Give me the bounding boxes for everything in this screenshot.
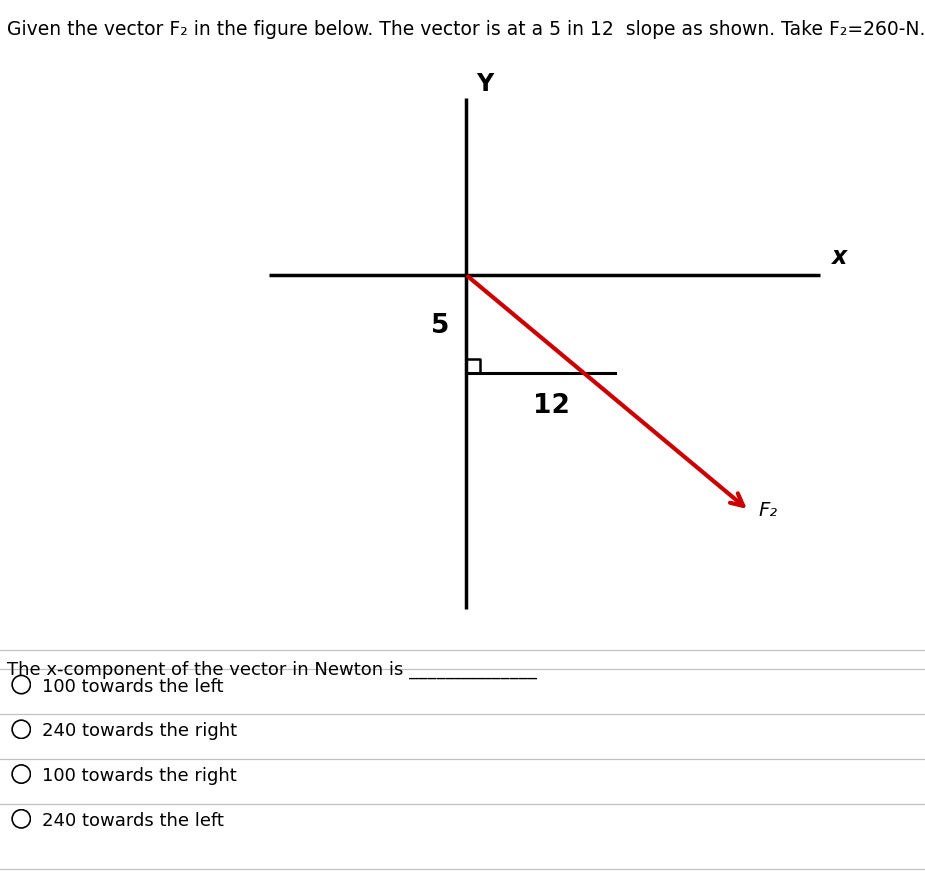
Text: The x-component of the vector in Newton is ______________: The x-component of the vector in Newton … xyxy=(7,660,537,678)
Text: x: x xyxy=(832,245,846,269)
Text: Given the vector F₂ in the figure below. The vector is at a 5 in 12  slope as sh: Given the vector F₂ in the figure below.… xyxy=(7,20,925,38)
Text: 100 towards the left: 100 towards the left xyxy=(42,677,223,695)
Text: 240 towards the left: 240 towards the left xyxy=(42,811,224,829)
Text: F₂: F₂ xyxy=(758,500,778,519)
Text: 5: 5 xyxy=(431,312,449,339)
Text: 100 towards the right: 100 towards the right xyxy=(42,766,237,784)
Text: 240 towards the right: 240 towards the right xyxy=(42,721,237,739)
Text: Y: Y xyxy=(475,72,493,96)
Text: 12: 12 xyxy=(533,393,570,419)
